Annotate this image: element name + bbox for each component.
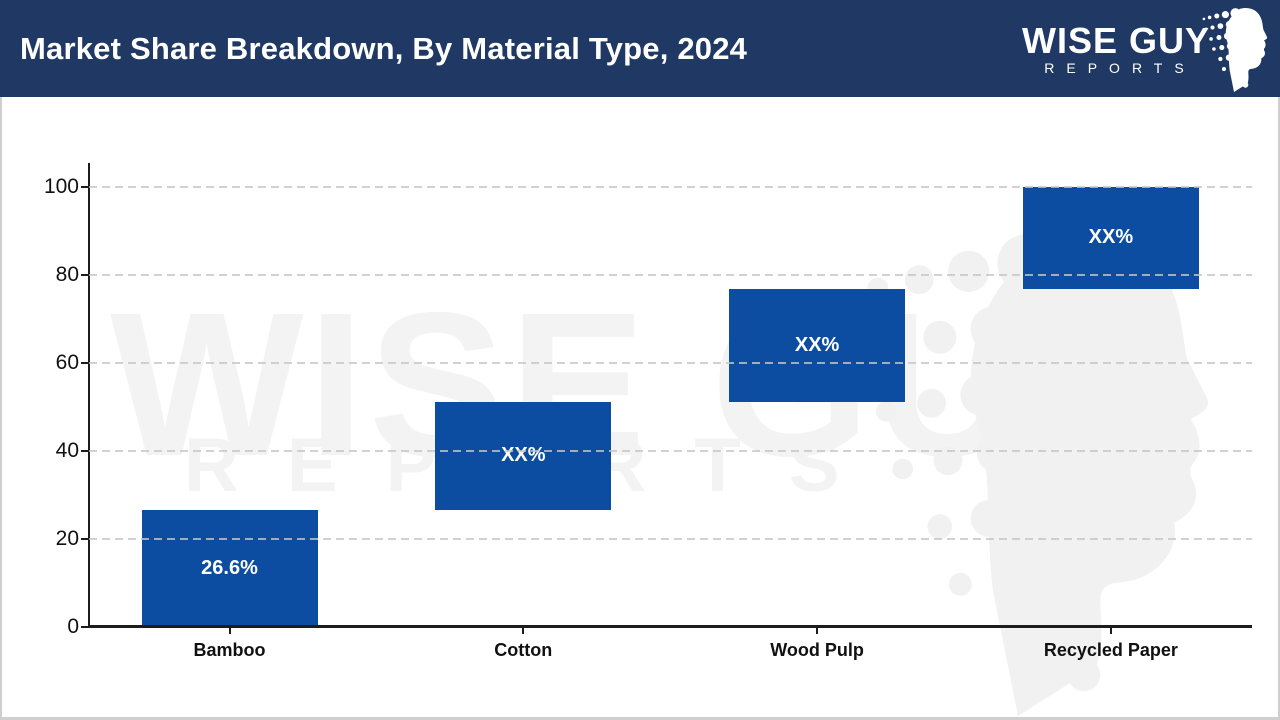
gridline-20 [89,537,1252,540]
y-axis-line [88,163,90,627]
bar-value-label-recycled-paper: XX% [1088,226,1134,249]
bar-recycled-paper: XX% [1022,186,1199,289]
x-axis-line [88,625,1252,628]
x-axis-category-label-recycled-paper: Recycled Paper [1043,639,1178,660]
x-axis-tick [816,628,819,634]
header-bar: Market Share Breakdown, By Material Type… [0,0,1280,97]
x-axis-tick [522,628,525,634]
bar-bamboo: 26.6% [141,509,318,627]
gridline-80 [89,273,1252,276]
x-axis-category-label-bamboo: Bamboo [193,639,266,660]
y-axis-tick [81,273,89,276]
y-axis-tick [81,537,89,540]
bar-value-label-cotton: XX% [501,444,546,467]
x-axis-category-label-wood-pulp: Wood Pulp [770,639,864,660]
y-axis-tick [81,625,89,628]
gridline-60 [89,361,1252,364]
y-axis-tick-label: 60 [55,350,79,374]
chart-title: Market Share Breakdown, By Material Type… [20,30,748,66]
x-axis-tick [228,628,231,634]
y-axis-tick-label: 100 [43,174,79,198]
x-axis-category-label-cotton: Cotton [494,639,553,660]
y-axis-tick-label: 0 [67,614,79,638]
bar-cotton: XX% [435,402,612,510]
y-axis-tick-label: 20 [55,526,79,550]
wiseguy-logo-name: WISE GUY [1021,19,1210,61]
bar-value-label-wood-pulp: XX% [794,334,840,357]
wiseguy-logo: WISE GUY REPORTS [1022,5,1270,93]
bar-wood-pulp: XX% [729,288,906,403]
gridline-40 [89,449,1252,452]
wiseguy-logo-reports: REPORTS [1044,60,1196,77]
x-axis-tick [1109,628,1112,634]
gridline-100 [89,185,1252,188]
y-axis-tick-label: 80 [55,262,79,286]
bar-value-label-bamboo: 26.6% [201,556,258,579]
y-axis-tick [81,361,89,364]
y-axis-tick-label: 40 [55,438,79,462]
y-axis-tick [81,449,89,452]
wiseguy-face-icon [1198,6,1270,92]
wiseguy-logo-text: WISE GUY REPORTS [1021,19,1210,77]
y-axis-tick [81,185,89,188]
